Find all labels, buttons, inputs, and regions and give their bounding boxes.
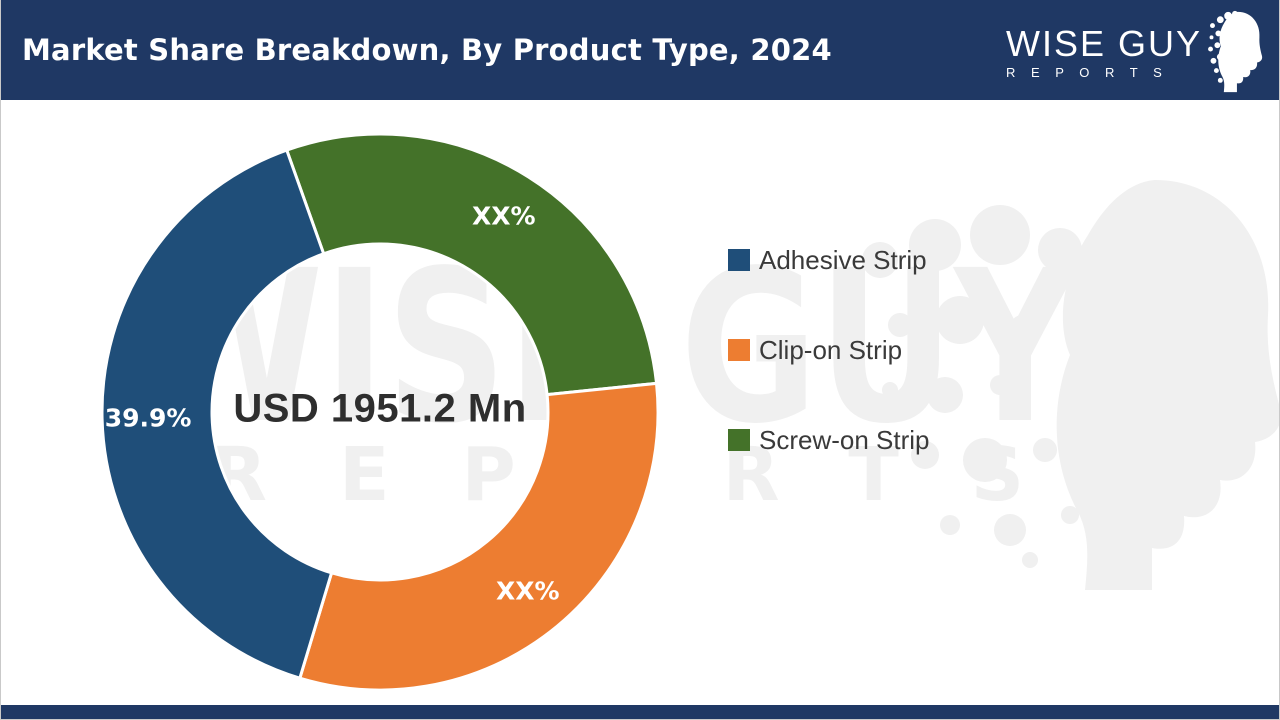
legend-item: Adhesive Strip <box>728 245 930 275</box>
pie-slice <box>100 148 334 680</box>
legend-item: Clip-on Strip <box>728 335 930 365</box>
legend-color-swatch <box>728 339 750 361</box>
pie-slice <box>298 381 660 692</box>
page-title: Market Share Breakdown, By Product Type,… <box>22 33 832 67</box>
logo-wordmark: WISE GUY <box>1005 23 1202 65</box>
chart-center-value: USD 1951.2 Mn <box>233 386 527 431</box>
footer-bar <box>0 705 1280 720</box>
donut-chart <box>100 132 660 692</box>
slice-percentage-label: XX% <box>471 201 536 231</box>
legend-item-label: Adhesive Strip <box>759 245 927 275</box>
logo-face-icon <box>1208 10 1263 93</box>
chart-legend: Adhesive Strip Clip-on Strip Screw-on St… <box>728 245 930 519</box>
legend-color-swatch <box>728 429 750 451</box>
header-bar: Market Share Breakdown, By Product Type,… <box>0 0 1280 100</box>
legend-item-label: Clip-on Strip <box>759 335 903 365</box>
legend-item-label: Screw-on Strip <box>759 425 930 455</box>
logo-tagline: R E P O R T S <box>1005 64 1168 80</box>
wise-guy-logo: WISE GUY R E P O R T S <box>1006 8 1264 96</box>
slice-percentage-label: XX% <box>496 576 560 606</box>
slice-percentage-label: 39.9% <box>104 403 192 433</box>
legend-color-swatch <box>728 249 750 271</box>
legend-item: Screw-on Strip <box>728 425 930 455</box>
pie-slice <box>285 132 659 397</box>
